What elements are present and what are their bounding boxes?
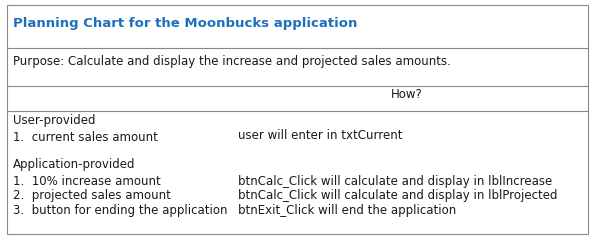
Text: user will enter in txtCurrent: user will enter in txtCurrent [238, 129, 402, 142]
Text: btnCalc_Click will calculate and display in lblProjected: btnCalc_Click will calculate and display… [238, 189, 558, 202]
Text: btnCalc_Click will calculate and display in lblIncrease: btnCalc_Click will calculate and display… [238, 175, 552, 188]
Text: 2.  projected sales amount: 2. projected sales amount [13, 189, 171, 202]
Text: User-provided: User-provided [13, 114, 96, 127]
Text: 1.  10% increase amount: 1. 10% increase amount [13, 175, 161, 188]
Text: 3.  button for ending the application: 3. button for ending the application [13, 204, 228, 217]
Text: btnExit_Click will end the application: btnExit_Click will end the application [238, 204, 456, 217]
Text: How?: How? [391, 88, 423, 101]
Text: Planning Chart for the Moonbucks application: Planning Chart for the Moonbucks applica… [13, 17, 358, 30]
Text: 1.  current sales amount: 1. current sales amount [13, 131, 158, 144]
Text: Purpose: Calculate and display the increase and projected sales amounts.: Purpose: Calculate and display the incre… [13, 55, 451, 68]
Text: Application-provided: Application-provided [13, 158, 136, 171]
